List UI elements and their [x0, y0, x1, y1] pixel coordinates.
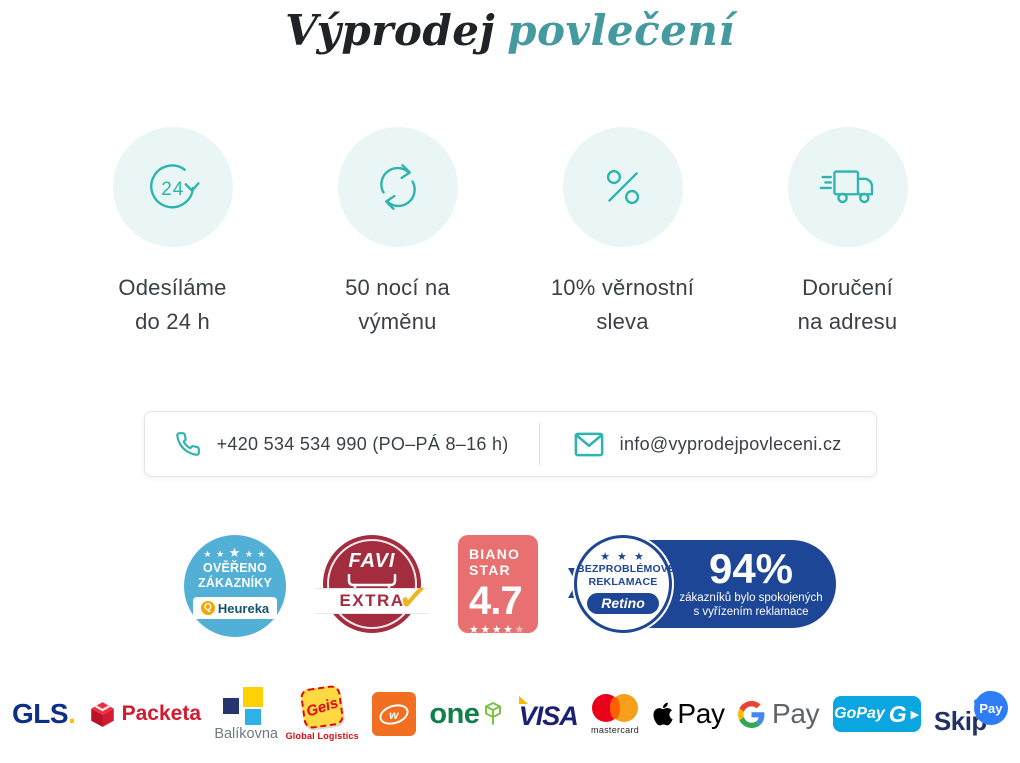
feature-home-delivery: Doručení na adresu [735, 127, 960, 339]
divider [538, 423, 540, 465]
visa-logo: VISA [518, 695, 579, 732]
heureka-q-icon: Q [200, 601, 215, 615]
balikovna-logo: Balíkovna [214, 686, 278, 742]
envelope-icon [574, 432, 604, 457]
packeta-logo: Packeta [89, 701, 201, 728]
gls-logo: GLS. [12, 698, 76, 729]
delivery-truck-icon [787, 127, 908, 247]
retino-seal: ★ ★ ★ BEZPROBLÉMOVÉ REKLAMACE Retino [574, 535, 676, 633]
retino-line1: BEZPROBLÉMOVÉ [577, 563, 676, 575]
retino-desc2: s vyřízením reklamace [693, 606, 809, 618]
feature-loyalty-discount: 10% věrnostní sleva [510, 127, 735, 339]
heureka-verified-badge[interactable]: ★ ★ ★ ★ ★ OVĚŘENO ZÁKAZNÍKY Q Heureka [184, 535, 286, 637]
refresh-arrows-icon [337, 127, 458, 247]
one-sprout-icon [485, 702, 502, 725]
usp-row: 24 Odesíláme do 24 h 50 nocí na výměnu [60, 127, 960, 339]
google-pay-logo: Pay [737, 698, 820, 730]
google-g-icon [737, 700, 765, 728]
favi-wordmark: FAVI [348, 550, 396, 572]
biano-star-badge[interactable]: BIANO STAR 4.7 ★★★★★ [458, 535, 538, 636]
email-link[interactable]: info@vyprodejpovleceni.cz [540, 432, 876, 457]
sofa-icon [347, 574, 397, 589]
percent-icon [562, 127, 683, 247]
geis-box-icon: Geis [299, 684, 345, 730]
retino-percent: 94% [708, 545, 794, 592]
feature-dispatch-24h: 24 Odesíláme do 24 h [60, 127, 285, 339]
feature-exchange-nights: 50 nocí na výměnu [285, 127, 510, 339]
mastercard-circles-icon [592, 693, 639, 722]
partners-row: GLS. Packeta Balíkovna Geis Global L [0, 683, 1020, 745]
retino-desc1: zákazníků bylo spokojených [679, 592, 823, 604]
apple-pay-logo: Pay [652, 698, 725, 730]
phone-icon [175, 431, 201, 457]
trust-badges-row: ★ ★ ★ ★ ★ OVĚŘENO ZÁKAZNÍKY Q Heureka FA… [0, 535, 1020, 637]
feature-label: 10% věrnostní sleva [550, 275, 695, 334]
packeta-parcel-icon [90, 701, 114, 727]
biano-stars: ★★★★★ [469, 624, 526, 636]
feature-label: 50 nocí na výměnu [345, 275, 450, 334]
biano-score: 4.7 [469, 579, 523, 623]
favi-ribbon: EXTRA [316, 588, 428, 614]
feature-label: Doručení na adresu [797, 275, 898, 334]
biano-line2: STAR [469, 562, 511, 578]
heureka-line1: OVĚŘENO [203, 561, 267, 575]
geis-logo: Geis Global Logistics [286, 684, 359, 741]
wedo-logo: w [372, 692, 417, 736]
one-logo: one [429, 698, 505, 731]
svg-text:24: 24 [161, 179, 184, 200]
favi-extra-badge[interactable]: FAVI EXTRA ✓ [316, 535, 431, 635]
gopay-logo: GoPay G ▶ [832, 696, 921, 732]
logo-word-2: povlečení [507, 6, 735, 55]
wedo-ring-icon: w [376, 700, 412, 728]
retino-stars: ★ ★ ★ [600, 551, 646, 563]
phone-number: +420 534 534 990 (PO–PÁ 8–16 h) [216, 433, 509, 454]
feature-label: Odesíláme do 24 h [118, 275, 227, 334]
retino-line2: REKLAMACE [588, 575, 658, 588]
play-arrow-icon: ▶ [910, 708, 920, 721]
retino-wordmark: Retino [587, 593, 659, 614]
contact-bar: +420 534 534 990 (PO–PÁ 8–16 h) info@vyp… [143, 411, 877, 477]
balikovna-squares-icon [223, 686, 264, 725]
retino-claims-badge[interactable]: 94% zákazníků bylo spokojených s vyřízen… [568, 535, 836, 633]
phone-link[interactable]: +420 534 534 990 (PO–PÁ 8–16 h) [145, 431, 539, 457]
logo-word-1: Výprodej [285, 6, 496, 55]
heureka-line2: ZÁKAZNÍKY [197, 576, 273, 590]
email-address: info@vyprodejpovleceni.cz [619, 433, 842, 454]
visa-flame-icon [518, 695, 528, 704]
mastercard-logo: mastercard [591, 693, 639, 735]
biano-line1: BIANO [469, 546, 521, 562]
clock-24h-icon: 24 [112, 127, 233, 247]
check-icon: ✓ [395, 575, 431, 620]
site-logo[interactable]: Výprodej povlečení [0, 0, 1020, 55]
heureka-stars: ★ ★ ★ ★ ★ [203, 545, 267, 560]
skip-pay-circle: Pay [973, 691, 1008, 725]
apple-icon [653, 702, 673, 726]
favi-circle: FAVI [323, 535, 421, 633]
heureka-wordmark: Q Heureka [193, 597, 277, 619]
skip-pay-logo: Skip Pay [934, 691, 1008, 737]
